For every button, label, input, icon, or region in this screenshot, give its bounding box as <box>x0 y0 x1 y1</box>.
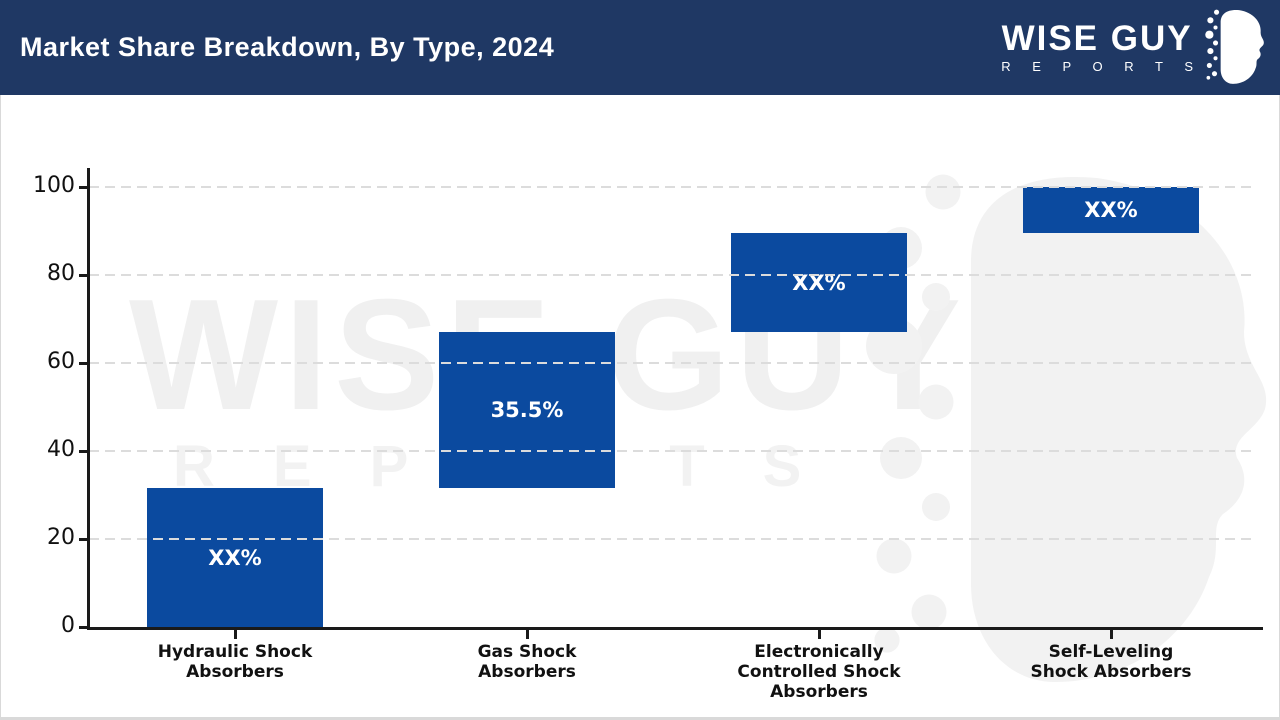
y-tick-label: 80 <box>47 261 75 286</box>
y-axis-line <box>87 168 90 630</box>
bar: XX% <box>147 488 323 627</box>
x-tick-mark <box>1109 630 1113 639</box>
y-tick-mark <box>79 186 88 189</box>
y-tick-mark <box>79 362 88 365</box>
gridline <box>89 450 1257 452</box>
face-profile-icon <box>1205 9 1264 84</box>
gridline <box>89 274 1257 276</box>
bar: XX% <box>731 233 907 333</box>
logo-text: WISE GUY R E P O R T S <box>992 19 1202 75</box>
bar-value-label: XX% <box>1084 198 1138 223</box>
header-bar: Market Share Breakdown, By Type, 2024 WI… <box>0 0 1280 95</box>
bar: XX% <box>1023 187 1199 234</box>
gridline <box>89 362 1257 364</box>
y-tick-mark <box>79 626 88 629</box>
x-category-label: Self-Leveling Shock Absorbers <box>1030 642 1192 682</box>
y-tick-mark <box>79 274 88 277</box>
x-tick-mark <box>525 630 529 639</box>
bar: 35.5% <box>439 332 615 489</box>
y-tick-mark <box>79 450 88 453</box>
y-tick-label: 60 <box>47 349 75 374</box>
x-tick-mark <box>817 630 821 639</box>
x-tick-mark <box>233 630 237 639</box>
y-tick-label: 100 <box>33 173 75 198</box>
wiseguy-logo: WISE GUY R E P O R T S <box>992 6 1266 88</box>
bar-value-label: XX% <box>208 545 262 570</box>
watermark-face-icon <box>866 174 1267 682</box>
gridline <box>89 186 1257 188</box>
y-tick-mark <box>79 538 88 541</box>
x-axis-line <box>87 627 1263 630</box>
bar-value-label: 35.5% <box>490 398 564 423</box>
x-category-label: Electronically Controlled Shock Absorber… <box>737 642 901 702</box>
y-tick-label: 40 <box>47 437 75 462</box>
x-category-label: Hydraulic Shock Absorbers <box>157 642 313 682</box>
logo-wordmark: WISE GUY <box>1001 19 1193 58</box>
x-category-label: Gas Shock Absorbers <box>477 642 577 682</box>
y-tick-label: 20 <box>47 525 75 550</box>
logo-subtitle: R E P O R T S <box>1001 59 1202 74</box>
gridline <box>89 538 1257 540</box>
page-title: Market Share Breakdown, By Type, 2024 <box>20 32 555 62</box>
y-tick-label: 0 <box>61 613 75 638</box>
